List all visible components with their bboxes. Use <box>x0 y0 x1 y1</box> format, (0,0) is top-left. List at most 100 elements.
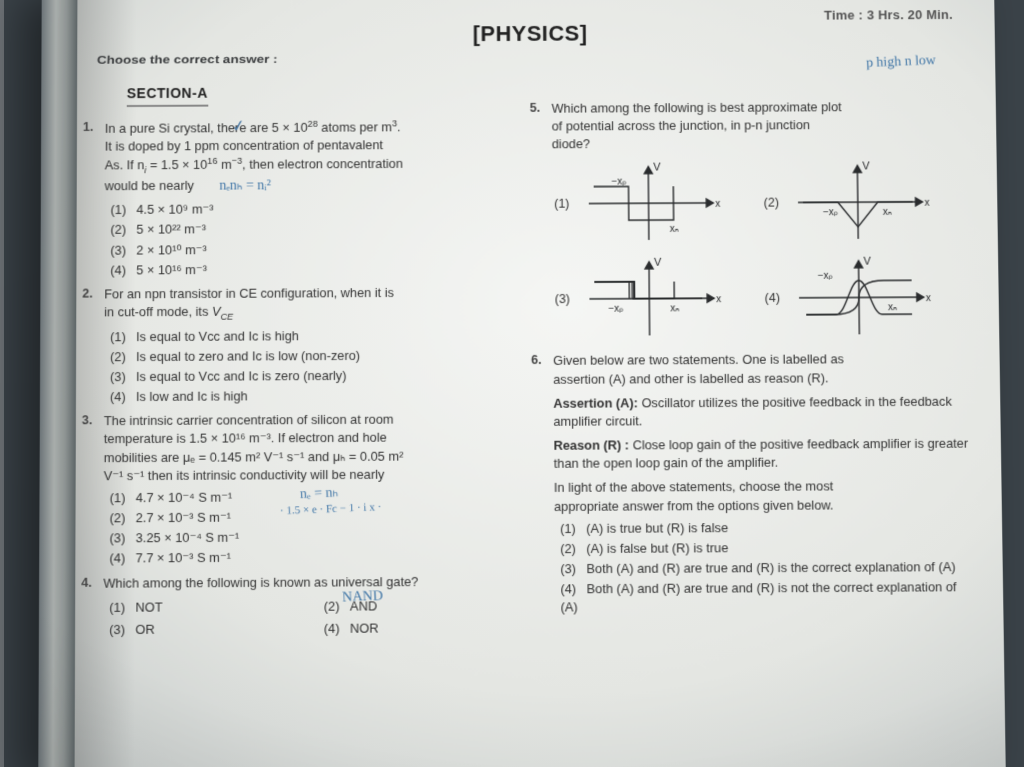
q1-opt4: (4)5 × 10¹⁶ m⁻³ <box>110 259 526 279</box>
q1-line3d: , then electron concentration <box>242 157 403 173</box>
q6-number: 6. <box>531 352 542 370</box>
page-binding <box>38 0 77 767</box>
q5-plot4-label: (4) <box>765 290 780 308</box>
q1-handwriting: nₑnₕ = nᵢ² <box>219 179 270 194</box>
q2-opt4: (4)Is low and I​c is high <box>110 386 527 406</box>
q6-assert-label: Assertion (A): <box>553 395 638 410</box>
q1-line1b: atoms per m <box>318 120 392 135</box>
svg-text:−xₚ: −xₚ <box>608 304 623 315</box>
instruction-choose: Choose the correct answer : <box>97 53 278 67</box>
time-label: Time : 3 Hrs. 20 Min. <box>824 7 953 22</box>
svg-text:V: V <box>654 257 662 269</box>
q4-options: (1)NOT (2)AND (3)OR (4)NOR <box>109 594 528 641</box>
q1-line1-exp: 28 <box>308 119 318 129</box>
q3-opt2-text: 2.7 × 10⁻³ S m⁻¹ <box>136 510 231 526</box>
svg-text:xₙ: xₙ <box>670 304 679 315</box>
q4-opt1: (1)NOT <box>109 597 314 616</box>
q3-options: nₑ = nₕ (1)4.7 × 10⁻⁴ S m⁻¹ (2)2.7 × 10⁻… <box>109 487 528 568</box>
q4-opt1-text: NOT <box>135 599 162 614</box>
question-4: 4. Which among the following is known as… <box>101 572 528 641</box>
q2-opt3-text: Is equal to V​cc and I​c is zero (nearly… <box>136 368 347 384</box>
q2-opt1: (1)Is equal to V​cc and I​c is high <box>110 326 527 346</box>
q6-opt4: (4)Both (A) and (R) are true and (R) is … <box>560 578 971 617</box>
q4-opt4: (4)NOR <box>324 619 529 638</box>
q1-line4: would be nearly <box>105 178 194 193</box>
q3-opt3: (3)3.25 × 10⁻⁴ S m⁻¹ <box>110 527 529 547</box>
section-a-heading: SECTION-A <box>127 84 208 107</box>
question-3: 3. The intrinsic carrier concentration o… <box>101 410 528 568</box>
q6-choose2: appropriate answer from the options give… <box>554 497 834 514</box>
q1-line3b: = 1.5 × 10 <box>146 158 207 173</box>
svg-text:−xₚ: −xₚ <box>823 208 838 219</box>
q1-opt3: (3)2 × 10¹⁰ m⁻³ <box>110 239 526 259</box>
q1-opt4-text: 5 × 10¹⁶ m⁻³ <box>136 262 207 277</box>
question-5: 5. Which among the following is best app… <box>550 98 968 345</box>
q5-plot2-svg: V −xₚ xₙ x <box>782 158 933 248</box>
q2-line1: For an npn transistor in CE configuratio… <box>104 285 394 301</box>
q3-hand2: · 1.5 × e · Fc − 1 · i x · <box>280 500 382 520</box>
q1-line3-exp2: −3 <box>232 156 242 166</box>
q4-opt4-text: NOR <box>350 620 379 635</box>
q1-opt2: (2)5 × 10²² m⁻³ <box>110 219 526 239</box>
q5-plot3-label: (3) <box>555 291 570 309</box>
q3-opt4-text: 7.7 × 10⁻³ S m⁻¹ <box>136 550 231 566</box>
q2-stem: For an npn transistor in CE configuratio… <box>104 283 527 324</box>
q5-plot3-svg: V −xₚ xₙ x <box>574 254 724 344</box>
q6-lead2: assertion (A) and other is labelled as r… <box>553 370 828 386</box>
q2-options: (1)Is equal to V​cc and I​c is high (2)I… <box>110 326 527 407</box>
q6-opt3-text: Both (A) and (R) are true and (R) is the… <box>586 559 955 576</box>
q4-opt3-text: OR <box>135 622 154 637</box>
q4-hand-nand: NAND <box>342 586 383 608</box>
q3-opt1-text: 4.7 × 10⁻⁴ S m⁻¹ <box>136 489 232 505</box>
q1-line3-exp: 16 <box>207 156 217 166</box>
q5-line3: diode? <box>552 137 590 152</box>
q6-opt4-text: Both (A) and (R) are true and (R) is not… <box>561 579 957 614</box>
q2-CE: CE <box>220 311 233 321</box>
svg-text:x: x <box>924 198 929 209</box>
q5-plot1-label: (1) <box>554 195 569 213</box>
svg-text:V: V <box>653 162 661 174</box>
q2-opt1-text: Is equal to V​cc and I​c is high <box>136 328 299 344</box>
q5-plot1-svg: V −xₚ xₙ x <box>573 159 723 249</box>
left-edge-strip <box>0 0 4 767</box>
q6-reason: Reason (R) : Close loop gain of the posi… <box>554 435 970 474</box>
q1-number: 1. <box>83 119 93 137</box>
svg-text:x: x <box>715 199 720 210</box>
question-6: 6. Given below are two statements. One i… <box>551 350 971 617</box>
right-column: 5. Which among the following is best app… <box>543 78 972 720</box>
q5-plot-4: (4) V −xₚ xₙ x <box>764 253 967 344</box>
q3-stem: The intrinsic carrier concentration of s… <box>104 410 528 485</box>
q4-opt3: (3)OR <box>109 620 314 639</box>
page-header: Time : 3 Hrs. 20 Min. [PHYSICS] Choose t… <box>97 9 964 82</box>
q4-stem: Which among the following is known as un… <box>103 572 528 593</box>
q4-number: 4. <box>81 574 92 592</box>
q6-opt2: (2)(A) is false but (R) is true <box>560 538 970 558</box>
q5-plot4-svg: V −xₚ xₙ x <box>784 253 935 343</box>
q6-lead1: Given below are two statements. One is l… <box>553 352 844 368</box>
svg-text:x: x <box>926 294 931 305</box>
q3-opt2: (2)2.7 × 10⁻³ S m⁻¹ · 1.5 × e · Fc − 1 ·… <box>110 507 528 527</box>
svg-text:V: V <box>863 256 871 268</box>
q1-line3c: m <box>218 158 232 173</box>
svg-text:xₙ: xₙ <box>888 303 897 314</box>
q5-line1: Which among the following is best approx… <box>552 99 842 115</box>
q5-plot-2: (2) V −xₚ xₙ x <box>763 157 966 247</box>
handwriting-phigh-nlow: p high n low <box>865 53 936 72</box>
q3-opt3-text: 3.25 × 10⁻⁴ S m⁻¹ <box>136 530 240 546</box>
q1-line3a: As. If n <box>105 158 145 173</box>
q5-stem: Which among the following is best approx… <box>552 98 965 154</box>
q1-line1-dot: . <box>397 120 401 135</box>
q2-opt2-text: Is equal to zero and I​c is low (non-zer… <box>136 348 360 364</box>
svg-text:xₙ: xₙ <box>669 224 678 235</box>
q3-opt4: (4)7.7 × 10⁻³ S m⁻¹ <box>109 548 528 568</box>
subject-title: [PHYSICS] <box>473 21 588 47</box>
q1-options: (1)4.5 × 10⁹ m⁻³ ✓ (2)5 × 10²² m⁻³ (3)2 … <box>110 199 526 279</box>
q1-line2: It is doped by 1 ppm concentration of pe… <box>105 138 383 154</box>
svg-text:xₙ: xₙ <box>883 207 892 218</box>
q5-number: 5. <box>530 100 540 118</box>
q3-line1: The intrinsic carrier concentration of s… <box>104 412 394 429</box>
svg-text:x: x <box>716 295 721 306</box>
q6-opt2-text: (A) is false but (R) is true <box>586 540 728 556</box>
q2-opt3: (3)Is equal to V​cc and I​c is zero (nea… <box>110 366 527 386</box>
svg-text:V: V <box>862 161 870 173</box>
